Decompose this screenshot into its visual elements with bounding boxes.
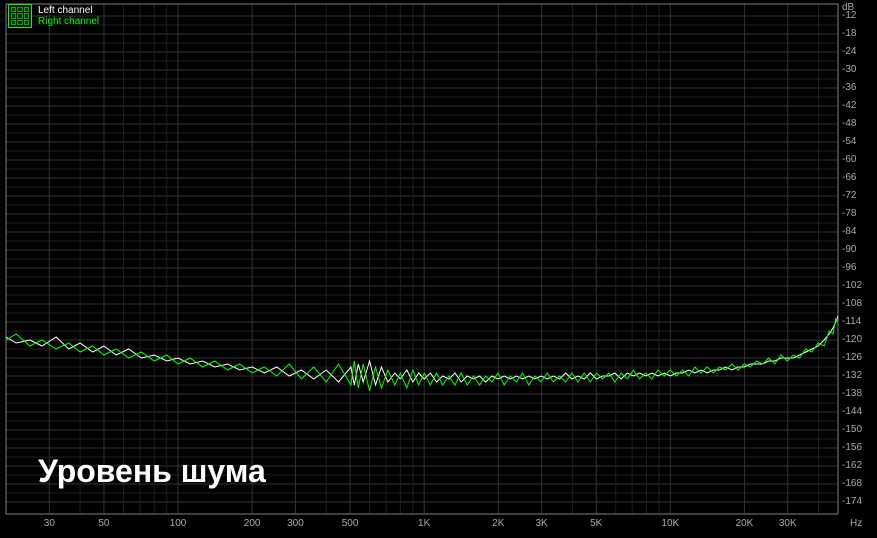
x-tick-label: 10K [661,518,679,529]
x-tick-label: 2K [492,518,504,529]
y-tick-label: -78 [842,208,856,219]
x-tick-label: 500 [342,518,359,529]
y-tick-label: -138 [842,388,862,399]
y-tick-label: -42 [842,100,856,111]
y-tick-label: -66 [842,172,856,183]
y-tick-label: -102 [842,280,862,291]
y-tick-label: -54 [842,136,856,147]
y-tick-label: -96 [842,262,856,273]
chart-caption: Уровень шума [38,453,266,490]
y-tick-label: -114 [842,316,861,327]
grid-icon [8,4,32,28]
y-tick-label: -120 [842,334,862,345]
x-tick-label: 30K [779,518,797,529]
y-tick-label: -24 [842,46,856,57]
y-tick-label: -150 [842,424,862,435]
y-tick-label: -174 [842,496,862,507]
y-tick-label: -156 [842,442,862,453]
legend-labels: Left channel Right channel [38,5,99,27]
y-tick-label: -144 [842,406,862,417]
y-tick-label: -72 [842,190,856,201]
y-tick-label: -30 [842,64,856,75]
x-tick-label: 50 [98,518,109,529]
x-tick-label: 30 [44,518,55,529]
legend-right-label: Right channel [38,16,99,27]
y-tick-label: -60 [842,154,856,165]
y-tick-label: -18 [842,28,856,39]
y-tick-label: -132 [842,370,862,381]
x-tick-label: 1K [418,518,430,529]
y-tick-label: -90 [842,244,856,255]
x-tick-label: 100 [170,518,187,529]
spectrum-chart: Left channel Right channel Уровень шума … [0,0,877,538]
y-tick-label: -12 [842,10,856,21]
y-tick-label: -126 [842,352,862,363]
x-tick-label: 300 [287,518,304,529]
y-tick-label: -84 [842,226,856,237]
x-tick-label: 5K [590,518,602,529]
y-tick-label: -168 [842,478,862,489]
x-tick-label: 20K [736,518,754,529]
y-tick-label: -48 [842,118,856,129]
y-tick-label: -162 [842,460,862,471]
x-tick-label: 200 [244,518,261,529]
x-tick-label: 3K [535,518,547,529]
y-tick-label: -36 [842,82,856,93]
x-axis-unit: Hz [850,518,862,529]
y-tick-label: -108 [842,298,862,309]
legend-left-label: Left channel [38,5,99,16]
legend: Left channel Right channel [8,4,99,28]
